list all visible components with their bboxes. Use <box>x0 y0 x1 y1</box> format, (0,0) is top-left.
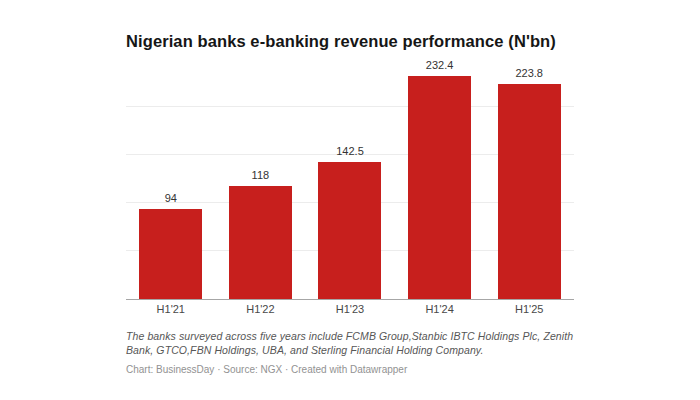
x-axis-line <box>126 299 574 300</box>
bar-value-label: 223.8 <box>515 68 543 79</box>
bar-value-label: 232.4 <box>426 60 454 71</box>
bar-chart-plot-area: 94 118 142.5 232.4 223.8 <box>126 59 574 299</box>
bar-slot: 142.5 <box>305 59 395 299</box>
bar-h1-22 <box>229 186 292 299</box>
x-tick-label: H1'21 <box>126 303 216 316</box>
chart-title: Nigerian banks e-banking revenue perform… <box>126 30 574 52</box>
x-tick-label: H1'24 <box>395 303 485 316</box>
chart-card: Nigerian banks e-banking revenue perform… <box>126 30 574 376</box>
bar-h1-21 <box>139 209 202 299</box>
bar-value-label: 94 <box>165 193 177 204</box>
bar-h1-23 <box>318 162 381 299</box>
bar-slot: 232.4 <box>395 59 485 299</box>
x-tick-label: H1'23 <box>305 303 395 316</box>
x-tick-label: H1'25 <box>484 303 574 316</box>
bars-row: 94 118 142.5 232.4 223.8 <box>126 59 574 299</box>
chart-note: The banks surveyed across five years inc… <box>126 329 574 357</box>
chart-page: Nigerian banks e-banking revenue perform… <box>0 0 700 400</box>
bar-slot: 118 <box>216 59 306 299</box>
bar-h1-24 <box>408 76 471 299</box>
chart-attribution: Chart: BusinessDay · Source: NGX · Creat… <box>126 364 574 376</box>
bar-slot: 94 <box>126 59 216 299</box>
bar-slot: 223.8 <box>484 59 574 299</box>
x-axis-labels: H1'21H1'22H1'23H1'24H1'25 <box>126 303 574 316</box>
x-tick-label: H1'22 <box>216 303 306 316</box>
bar-value-label: 118 <box>252 170 270 181</box>
bar-value-label: 142.5 <box>336 146 364 157</box>
bar-h1-25 <box>498 84 561 299</box>
